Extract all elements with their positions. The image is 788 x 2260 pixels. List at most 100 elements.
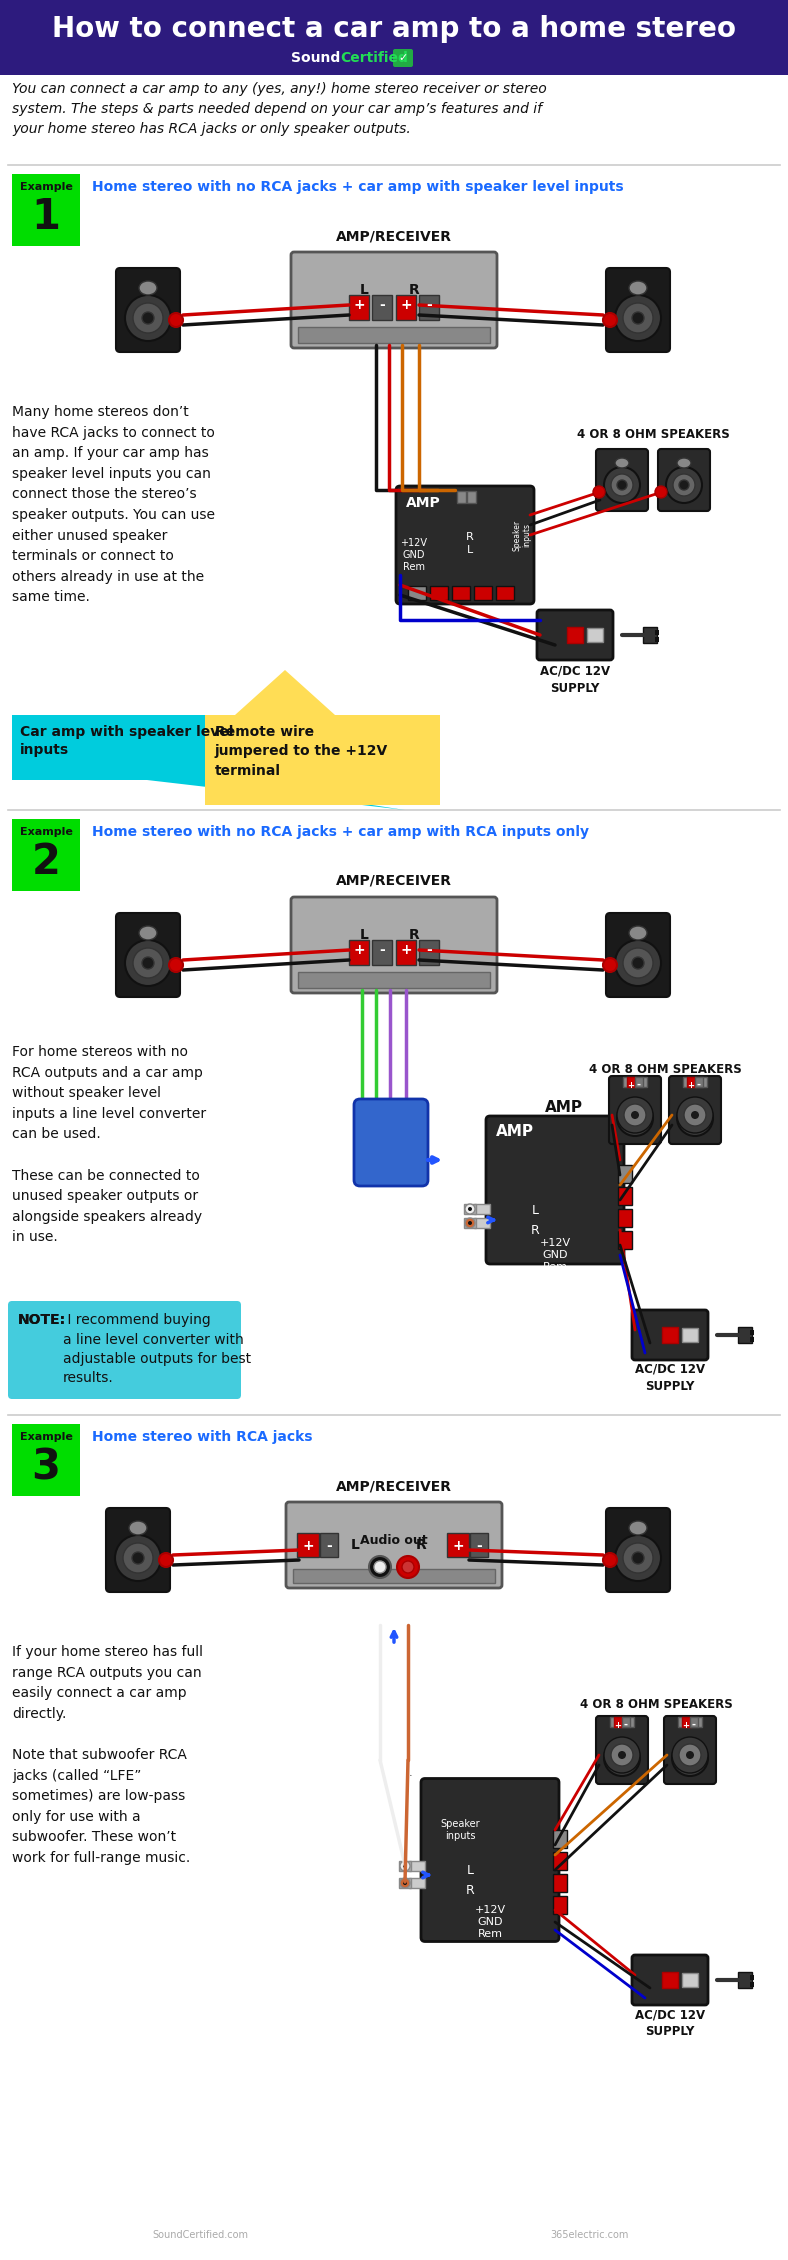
Circle shape (730, 11, 734, 14)
Text: -: - (326, 1539, 332, 1553)
Bar (610, 1718, 634, 1727)
Circle shape (106, 34, 110, 38)
Circle shape (70, 70, 73, 75)
Circle shape (166, 70, 169, 75)
Text: AMP/RECEIVER: AMP/RECEIVER (336, 1478, 452, 1494)
FancyBboxPatch shape (486, 1116, 624, 1263)
Text: Home stereo with RCA jacks: Home stereo with RCA jacks (92, 1431, 313, 1444)
Circle shape (403, 1864, 407, 1869)
Text: +: + (682, 1720, 690, 1729)
Circle shape (634, 34, 637, 38)
Circle shape (707, 23, 709, 25)
Text: AMP: AMP (406, 495, 440, 511)
Circle shape (754, 47, 757, 50)
Circle shape (623, 303, 653, 332)
Circle shape (603, 312, 617, 328)
Circle shape (478, 23, 481, 25)
Text: AMP/RECEIVER: AMP/RECEIVER (336, 228, 452, 244)
Circle shape (35, 59, 38, 61)
Circle shape (70, 34, 73, 38)
Text: +: + (687, 1080, 694, 1089)
Ellipse shape (629, 280, 647, 296)
Circle shape (672, 1738, 708, 1774)
Circle shape (274, 34, 277, 38)
Circle shape (526, 23, 530, 25)
Bar (655, 637, 659, 642)
Circle shape (274, 11, 277, 14)
Circle shape (526, 34, 530, 38)
Circle shape (730, 34, 734, 38)
Circle shape (395, 70, 397, 75)
Circle shape (563, 11, 566, 14)
Bar (618, 1186, 632, 1205)
Text: Example: Example (20, 1433, 72, 1442)
Circle shape (395, 34, 397, 38)
Text: AMP: AMP (496, 1123, 534, 1139)
Circle shape (694, 47, 697, 50)
Circle shape (551, 23, 553, 25)
Circle shape (125, 296, 171, 341)
Circle shape (262, 59, 266, 61)
Circle shape (679, 1747, 701, 1770)
Circle shape (490, 70, 493, 75)
Circle shape (611, 1745, 633, 1765)
Circle shape (95, 23, 98, 25)
Circle shape (418, 59, 422, 61)
Circle shape (634, 70, 637, 75)
Circle shape (407, 47, 410, 50)
Circle shape (133, 947, 163, 979)
Bar (655, 631, 659, 635)
Text: Example: Example (20, 827, 72, 836)
Circle shape (430, 70, 433, 75)
Circle shape (115, 1535, 161, 1582)
Circle shape (503, 47, 505, 50)
Text: I recommend buying
a line level converter with
adjustable outputs for best
resul: I recommend buying a line level converte… (63, 1313, 251, 1385)
Ellipse shape (615, 459, 629, 468)
Circle shape (166, 47, 169, 50)
Circle shape (10, 59, 13, 61)
Circle shape (515, 70, 518, 75)
Circle shape (407, 23, 410, 25)
Text: L: L (466, 1864, 474, 1876)
Circle shape (574, 47, 578, 50)
Circle shape (132, 1553, 144, 1564)
Circle shape (418, 47, 422, 50)
Circle shape (632, 1553, 644, 1564)
FancyBboxPatch shape (537, 610, 613, 660)
Circle shape (779, 59, 782, 61)
Circle shape (347, 47, 350, 50)
Bar (409, 1878, 425, 1887)
Circle shape (347, 11, 350, 14)
Circle shape (466, 70, 470, 75)
Circle shape (382, 59, 385, 61)
Circle shape (251, 70, 254, 75)
Circle shape (691, 1112, 699, 1119)
Circle shape (694, 59, 697, 61)
Bar (618, 1164, 632, 1182)
Circle shape (666, 468, 702, 504)
Circle shape (251, 23, 254, 25)
Circle shape (334, 11, 337, 14)
Bar (320, 1532, 338, 1557)
Circle shape (574, 59, 578, 61)
Circle shape (478, 59, 481, 61)
Bar (682, 1718, 691, 1727)
Bar (297, 1532, 319, 1557)
Text: 4 OR 8 OHM SPEAKERS: 4 OR 8 OHM SPEAKERS (580, 1697, 732, 1711)
Circle shape (686, 1752, 694, 1758)
Text: AMP: AMP (545, 1101, 583, 1114)
Circle shape (563, 59, 566, 61)
Circle shape (123, 1544, 153, 1573)
Circle shape (611, 59, 614, 61)
Circle shape (563, 47, 566, 50)
Circle shape (779, 23, 782, 25)
Circle shape (287, 34, 289, 38)
Text: You can connect a car amp to any (yes, any!) home stereo receiver or stereo
syst: You can connect a car amp to any (yes, a… (12, 81, 547, 136)
Circle shape (617, 479, 627, 490)
Circle shape (46, 70, 50, 75)
Circle shape (631, 1112, 639, 1119)
Circle shape (191, 34, 194, 38)
Circle shape (179, 59, 181, 61)
Text: AC/DC 12V
SUPPLY: AC/DC 12V SUPPLY (635, 1363, 705, 1392)
Circle shape (478, 70, 481, 75)
